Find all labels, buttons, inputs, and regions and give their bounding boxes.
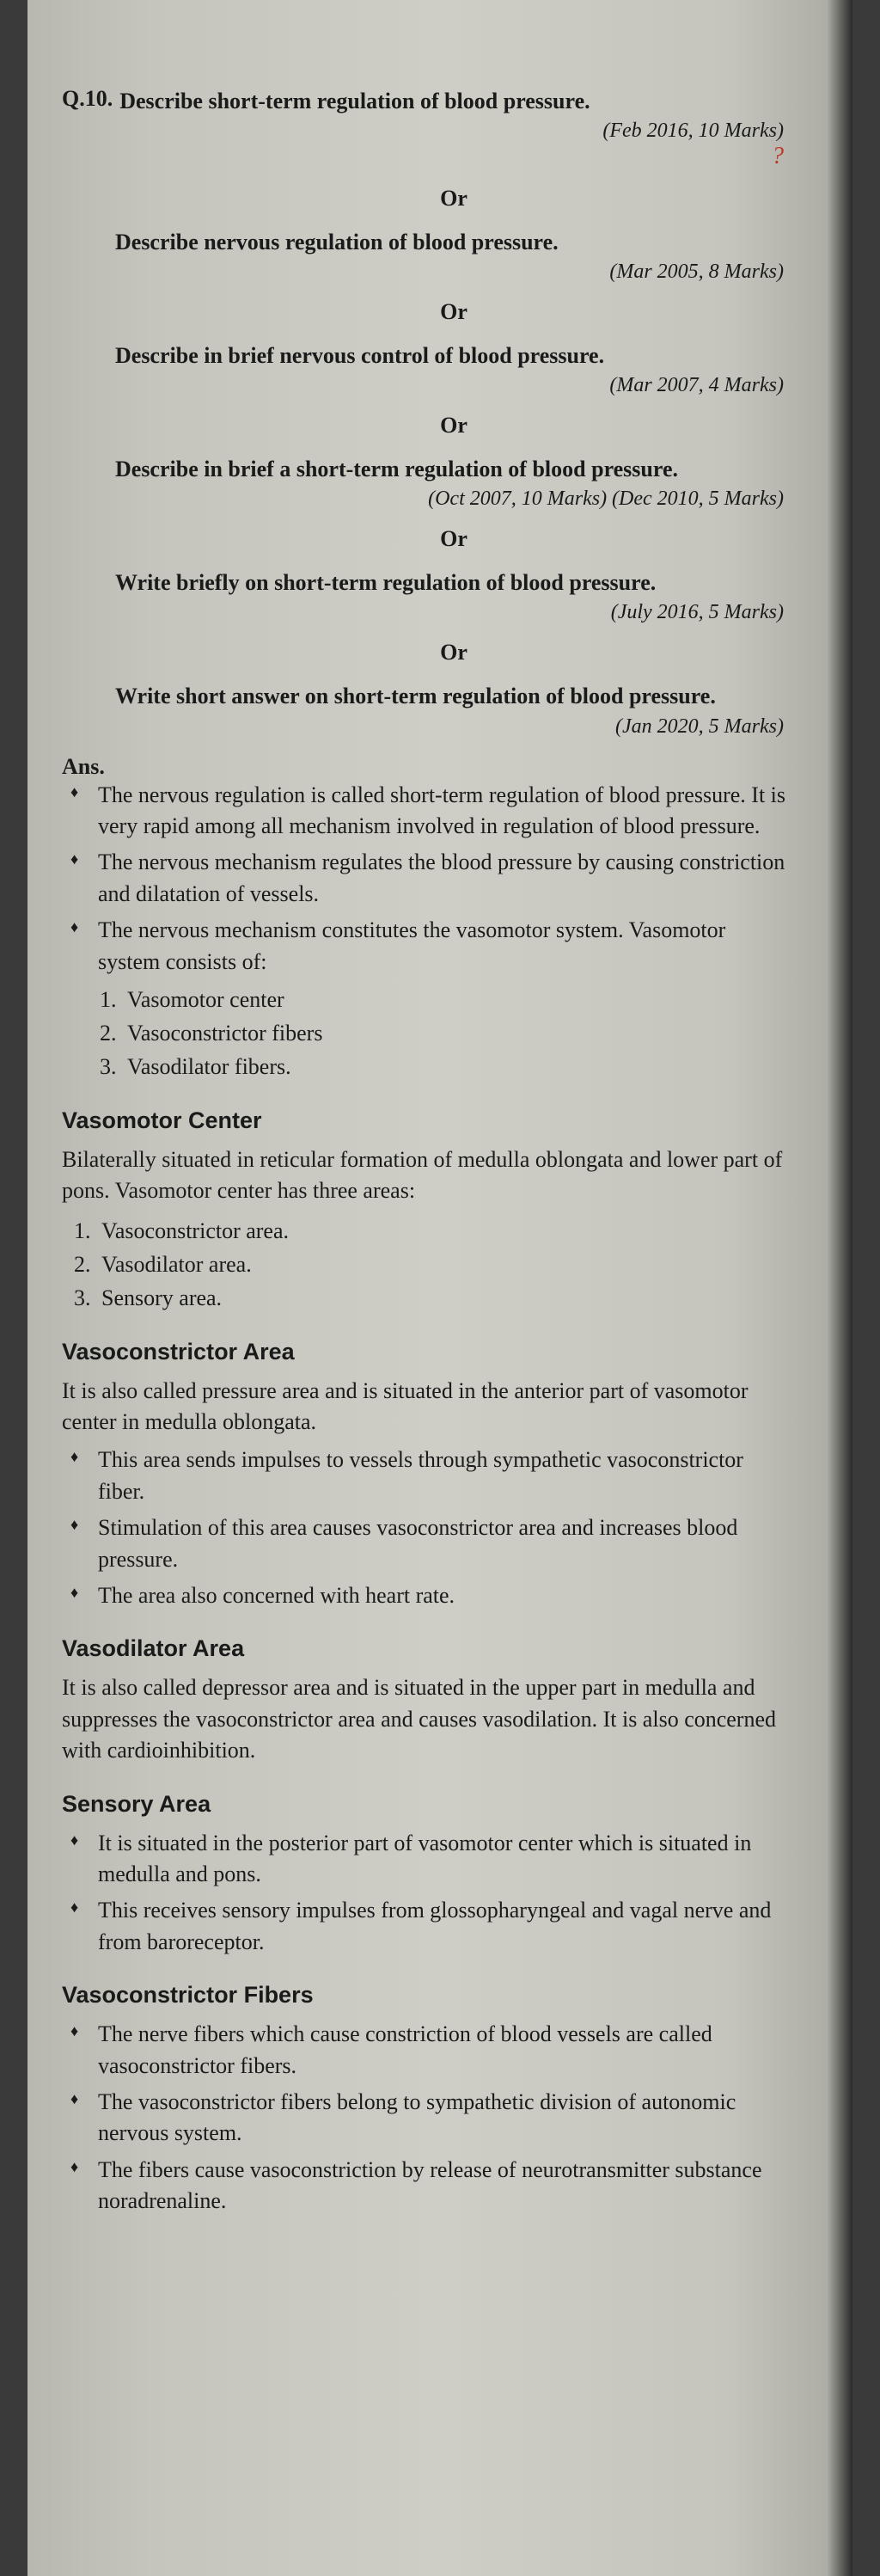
question-text: Describe in brief nervous control of blo… [115,340,792,371]
section-heading: Vasomotor Center [62,1107,792,1134]
question-row-0: Q.10. Describe short-term regulation of … [62,86,792,116]
document-page: Q.10. Describe short-term regulation of … [28,0,852,2576]
bullet-item: The area also concerned with heart rate. [70,1580,792,1611]
bullet-item: The nerve fibers which cause constrictio… [70,2019,792,2082]
or-separator: Or [115,299,792,325]
question-text: Write short answer on short-term regulat… [115,681,792,711]
bullet-item: It is situated in the posterior part of … [70,1828,792,1891]
question-text: Describe in brief a short-term regulatio… [115,454,792,484]
question-number: Q.10. [62,86,113,112]
or-separator: Or [115,526,792,552]
bullet-item: The fibers cause vasoconstriction by rel… [70,2155,792,2217]
question-block: Describe in brief a short-term regulatio… [115,454,792,511]
section-heading: Vasoconstrictor Fibers [62,1982,792,2009]
list-item: Vasoconstrictor fibers [122,1016,792,1050]
bullet-item: The nervous mechanism constitutes the va… [70,915,792,978]
bullet-item: Stimulation of this area causes vasocons… [70,1512,792,1575]
list-item: Vasodilator fibers. [122,1050,792,1083]
list-item: Vasodilator area. [96,1248,792,1281]
question-block: Write short answer on short-term regulat… [115,681,792,738]
citation: (Feb 2016, 10 Marks) ? [62,120,792,170]
section-body: It is also called pressure area and is s… [62,1376,792,1438]
list-item: Sensory area. [96,1281,792,1315]
numbered-list: Vasoconstrictor area. Vasodilator area. … [96,1214,792,1315]
question-block: Describe nervous regulation of blood pre… [115,227,792,284]
citation: (Oct 2007, 10 Marks) (Dec 2010, 5 Marks) [115,488,792,511]
bullet-item: This receives sensory impulses from glos… [70,1895,792,1958]
answer-label: Ans. [62,754,792,780]
question-block: Write briefly on short-term regulation o… [115,567,792,624]
section-body: Bilaterally situated in reticular format… [62,1144,792,1207]
citation: (Mar 2005, 8 Marks) [115,261,792,284]
bullet-list: This area sends impulses to vessels thro… [70,1444,792,1611]
vasomotor-components-list: Vasomotor center Vasoconstrictor fibers … [122,983,792,1083]
or-separator: Or [115,640,792,665]
bullet-list: The nerve fibers which cause constrictio… [70,2019,792,2217]
bullet-item: The nervous regulation is called short-t… [70,780,792,843]
citation: (Jan 2020, 5 Marks) [115,715,792,739]
bullet-list: It is situated in the posterior part of … [70,1828,792,1959]
question-text: Describe short-term regulation of blood … [119,86,792,116]
bullet-item: The vasoconstrictor fibers belong to sym… [70,2087,792,2150]
intro-bullet-list: The nervous regulation is called short-t… [70,780,792,978]
section-heading: Vasoconstrictor Area [62,1339,792,1365]
bullet-item: This area sends impulses to vessels thro… [70,1444,792,1507]
question-text: Write briefly on short-term regulation o… [115,567,792,598]
list-item: Vasoconstrictor area. [96,1214,792,1248]
bullet-item: The nervous mechanism regulates the bloo… [70,847,792,910]
citation: (July 2016, 5 Marks) [115,601,792,624]
list-item: Vasomotor center [122,983,792,1016]
handwritten-mark: ? [772,143,784,170]
or-separator: Or [115,413,792,439]
question-block: Q.10. Describe short-term regulation of … [62,86,792,170]
section-heading: Vasodilator Area [62,1635,792,1662]
citation: (Mar 2007, 4 Marks) [115,374,792,397]
question-block: Describe in brief nervous control of blo… [115,340,792,397]
or-separator: Or [115,186,792,212]
question-text: Describe nervous regulation of blood pre… [115,227,792,257]
section-heading: Sensory Area [62,1791,792,1818]
section-body: It is also called depressor area and is … [62,1672,792,1766]
